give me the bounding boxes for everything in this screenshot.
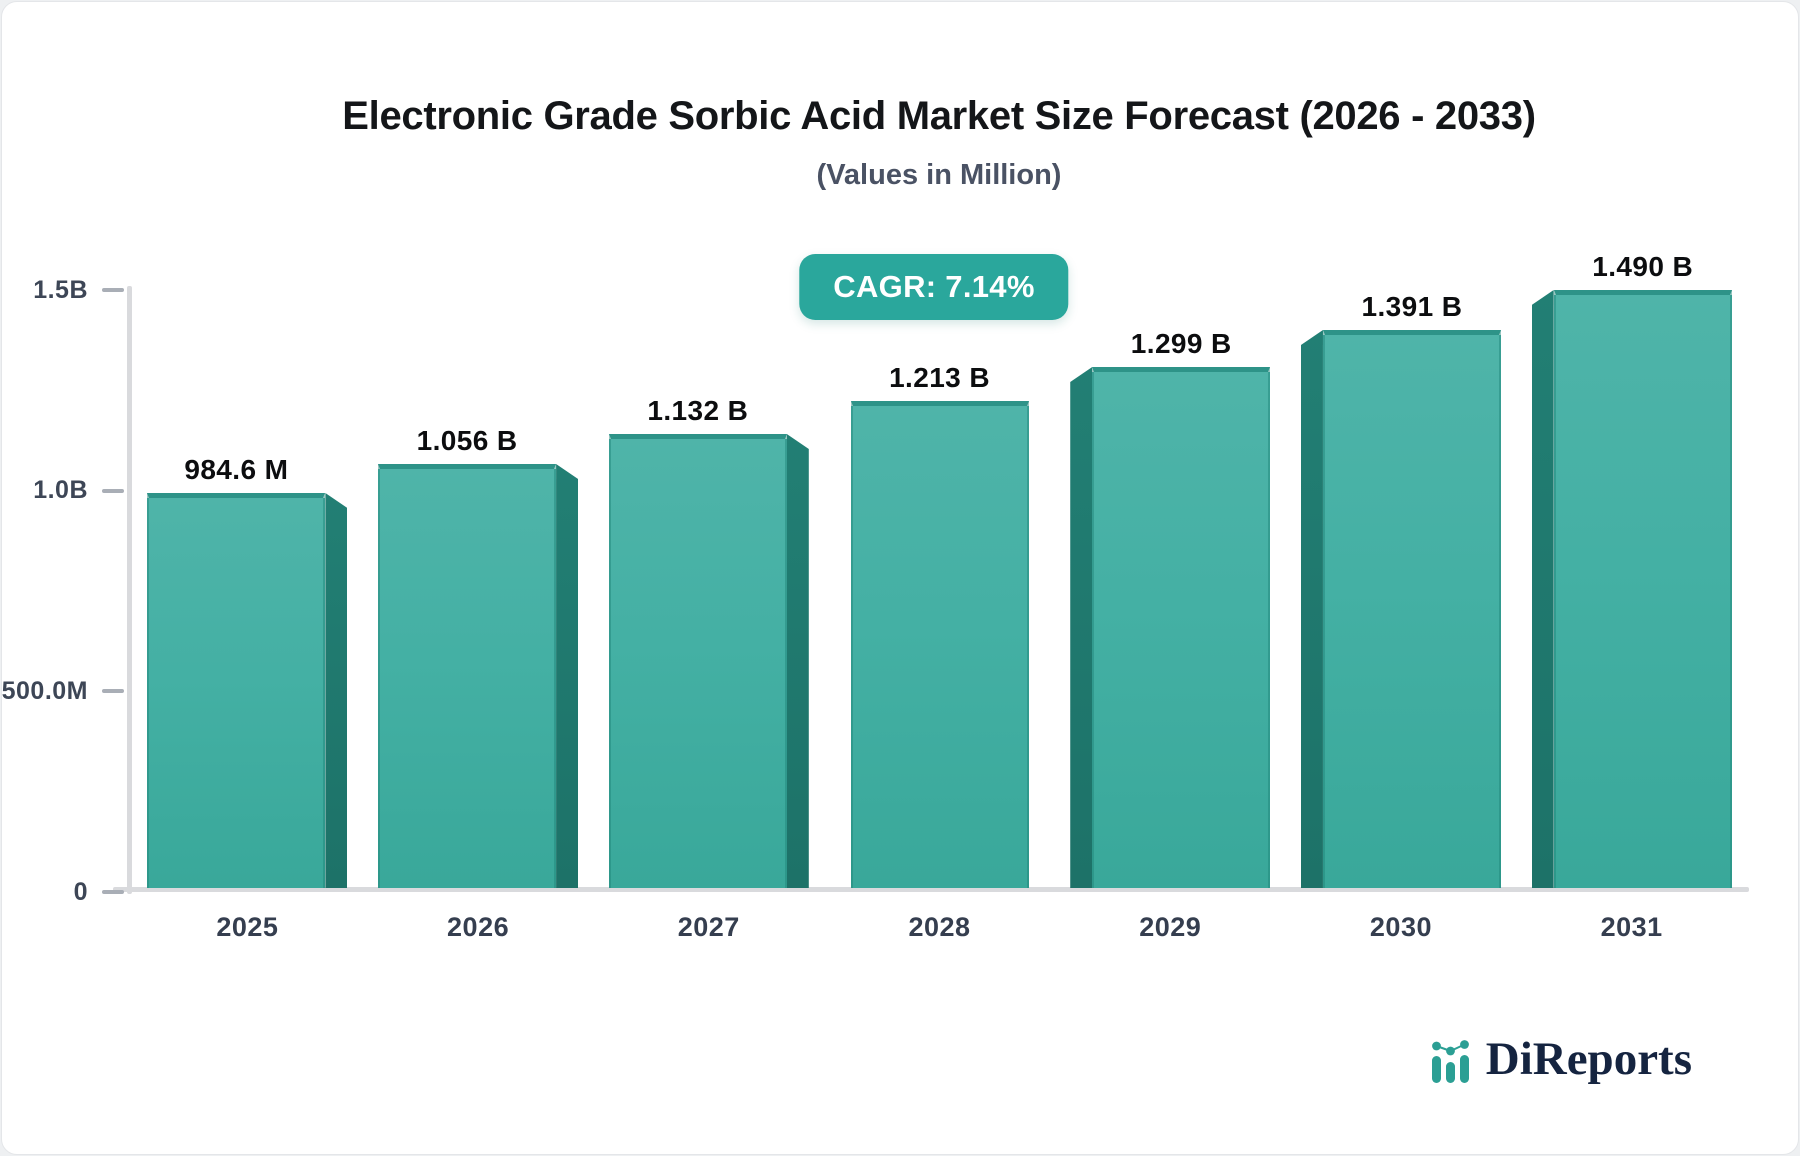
bar-2031: 1.490 B bbox=[1531, 251, 1732, 888]
bar-face: 984.6 M bbox=[147, 454, 326, 888]
bar-side bbox=[325, 493, 348, 888]
x-tick-label: 2025 bbox=[216, 912, 279, 942]
direports-logo: DiReports bbox=[1429, 1036, 1692, 1083]
bar-value-label: 1.132 B bbox=[647, 395, 749, 426]
bar-side bbox=[786, 434, 809, 888]
plot-area: 984.6 M 2025 1.056 B 2026 1.132 B 2027 1.213 B… bbox=[2, 251, 1749, 942]
bar-2029: 1.299 B bbox=[1070, 328, 1271, 888]
bar-2027: 1.132 B bbox=[608, 395, 809, 888]
y-tick-500.0M: 500.0M bbox=[1, 676, 124, 705]
y-tick-0: 0 bbox=[2, 877, 124, 906]
x-tick-label: 2029 bbox=[1139, 912, 1202, 942]
x-tick-label: 2031 bbox=[1600, 912, 1663, 942]
x-tick-label: 2026 bbox=[447, 912, 510, 942]
y-axis-line bbox=[127, 286, 132, 894]
bar-2025: 984.6 M bbox=[147, 454, 348, 888]
bar-slot-2025: 984.6 M 2025 bbox=[132, 290, 363, 942]
y-tick-label: 0 bbox=[73, 877, 88, 906]
bar-slot-2027: 1.132 B 2027 bbox=[593, 290, 824, 942]
x-tick-label: 2028 bbox=[908, 912, 971, 942]
bar-slot-2030: 1.391 B 2030 bbox=[1286, 290, 1517, 942]
y-tick-label: 1.5B bbox=[33, 275, 88, 304]
y-tick-label: 1.0B bbox=[33, 476, 88, 505]
bar-value-label: 1.391 B bbox=[1361, 291, 1463, 322]
bar-2030: 1.391 B bbox=[1300, 291, 1501, 888]
y-tick-1.5B: 1.5B bbox=[2, 275, 124, 304]
bar-side bbox=[1531, 290, 1554, 888]
bar-face: 1.213 B bbox=[850, 362, 1029, 888]
bar-face: 1.299 B bbox=[1092, 328, 1271, 888]
chart-subtitle: (Values in Million) bbox=[816, 159, 1062, 191]
x-tick-label: 2030 bbox=[1369, 912, 1432, 942]
bar-slot-2026: 1.056 B 2026 bbox=[363, 290, 594, 942]
x-axis-line bbox=[113, 887, 1749, 892]
bar-side bbox=[1300, 330, 1323, 888]
y-tick-1.0B: 1.0B bbox=[2, 476, 124, 505]
bar-side bbox=[1070, 367, 1093, 888]
y-tick-dash bbox=[102, 890, 124, 894]
y-tick-dash bbox=[102, 488, 124, 493]
bar-2026: 1.056 B bbox=[378, 425, 579, 888]
bar-chart-icon bbox=[1431, 1040, 1469, 1083]
bar-value-label: 984.6 M bbox=[184, 454, 289, 485]
bar-value-label: 1.056 B bbox=[416, 425, 518, 456]
logo-text: DiReports bbox=[1485, 1033, 1692, 1085]
x-tick-label: 2027 bbox=[677, 912, 740, 942]
bar-slots: 984.6 M 2025 1.056 B 2026 1.132 B 2027 1.213 B… bbox=[132, 251, 1747, 942]
bar-slot-2028: 1.213 B 2028 bbox=[824, 290, 1055, 942]
chart-header: Electronic Grade Sorbic Acid Market Size… bbox=[2, 94, 1798, 192]
bar-face: 1.490 B bbox=[1553, 251, 1732, 888]
y-tick-dash bbox=[102, 288, 124, 292]
bar-slot-2031: 1.490 B 2031 bbox=[1516, 251, 1747, 942]
bar-face: 1.056 B bbox=[378, 425, 557, 888]
chart-title: Electronic Grade Sorbic Acid Market Size… bbox=[342, 94, 1536, 138]
bar-slot-2029: 1.299 B 2029 bbox=[1055, 290, 1286, 942]
y-tick-dash bbox=[102, 689, 124, 694]
y-tick-label: 500.0M bbox=[1, 676, 88, 705]
bar-value-label: 1.213 B bbox=[889, 362, 990, 393]
bar-side bbox=[556, 464, 579, 888]
bar-2028: 1.213 B bbox=[850, 362, 1029, 888]
bar-face: 1.132 B bbox=[608, 395, 787, 888]
bar-value-label: 1.299 B bbox=[1130, 328, 1232, 359]
bar-face: 1.391 B bbox=[1322, 291, 1501, 888]
cagr-badge: CAGR: 7.14% bbox=[799, 254, 1069, 320]
bar-value-label: 1.490 B bbox=[1592, 251, 1694, 282]
